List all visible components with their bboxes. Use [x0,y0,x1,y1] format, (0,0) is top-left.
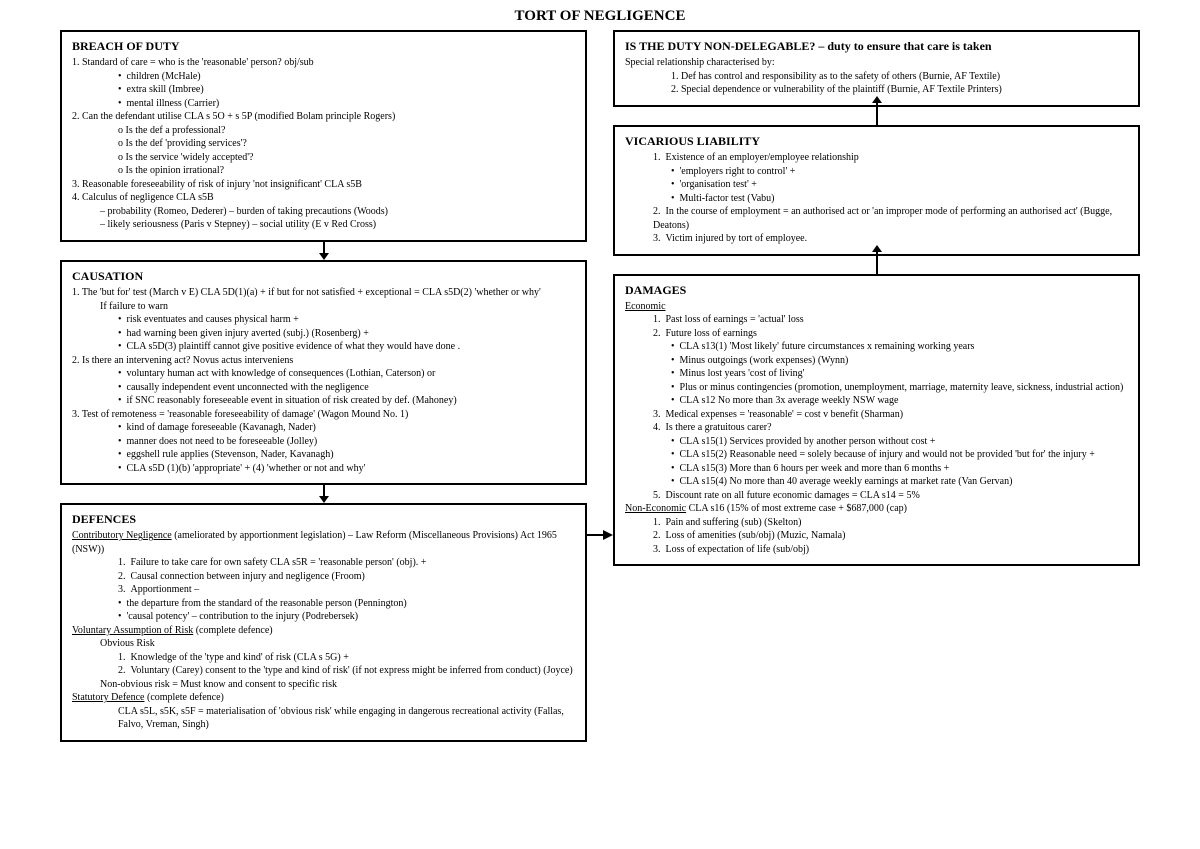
text-line: 1. Standard of care = who is the 'reason… [72,56,575,70]
text-line: • mental illness (Carrier) [72,97,575,111]
text-line: • CLA s15(2) Reasonable need = solely be… [625,448,1128,462]
text-line: • Plus or minus contingencies (promotion… [625,381,1128,395]
text-line: 1. Pain and suffering (sub) (Skelton) [625,516,1128,530]
arrow-down-icon [316,242,332,260]
box-title: VICARIOUS LIABILITY [625,133,1128,149]
text-line: • CLA s15(1) Services provided by anothe… [625,435,1128,449]
text-line: 3. Reasonable foreseeability of risk of … [72,178,575,192]
text-line: • CLA s5D (1)(b) 'appropriate' + (4) 'wh… [72,462,575,476]
text-line: o Is the service 'widely accepted'? [72,151,575,165]
text-line: • 'causal potency' – contribution to the… [72,610,575,624]
text-line: • the departure from the standard of the… [72,597,575,611]
text-line: Voluntary Assumption of Risk (complete d… [72,624,575,638]
text-line: 2. Can the defendant utilise CLA s 5O + … [72,110,575,124]
text-line: • had warning been given injury averted … [72,327,575,341]
text-line: Special relationship characterised by: [625,56,1128,70]
arrow-up-icon [869,256,885,274]
box-damages: DAMAGES Economic1. Past loss of earnings… [613,274,1140,567]
text-line: 2. Future loss of earnings [625,327,1128,341]
text-line: 3. Victim injured by tort of employee. [625,232,1128,246]
box-title: DEFENCES [72,511,575,527]
flowchart-columns: BREACH OF DUTY 1. Standard of care = who… [0,30,1200,752]
text-line: 3. Medical expenses = 'reasonable' = cos… [625,408,1128,422]
text-line: 4. Is there a gratuitous carer? [625,421,1128,435]
text-line: • 'organisation test' + [625,178,1128,192]
text-line: 4. Calculus of negligence CLA s5B [72,191,575,205]
arrow-down-icon [316,485,332,503]
text-line: • CLA s15(3) More than 6 hours per week … [625,462,1128,476]
box-title: DAMAGES [625,282,1128,298]
text-line: • kind of damage foreseeable (Kavanagh, … [72,421,575,435]
text-line: • CLA s13(1) 'Most likely' future circum… [625,340,1128,354]
text-line: • CLA s5D(3) plaintiff cannot give posit… [72,340,575,354]
text-line: • eggshell rule applies (Stevenson, Nade… [72,448,575,462]
box-causation: CAUSATION 1. The 'but for' test (March v… [60,260,587,485]
text-line: 3. Loss of expectation of life (sub/obj) [625,543,1128,557]
text-line: 3. Test of remoteness = 'reasonable fore… [72,408,575,422]
text-line: • Minus lost years 'cost of living' [625,367,1128,381]
box-body: 1. Standard of care = who is the 'reason… [72,56,575,232]
text-line: • children (McHale) [72,70,575,84]
text-line: 2. Voluntary (Carey) consent to the 'typ… [72,664,575,678]
box-title: BREACH OF DUTY [72,38,575,54]
text-line: 1. Def has control and responsibility as… [625,70,1128,84]
text-line: 1. Knowledge of the 'type and kind' of r… [72,651,575,665]
text-line: • 'employers right to control' + [625,165,1128,179]
text-line: 5. Discount rate on all future economic … [625,489,1128,503]
page-title: TORT OF NEGLIGENCE [0,0,1200,30]
text-line: Contributory Negligence (ameliorated by … [72,529,575,556]
text-line: Non-obvious risk = Must know and consent… [72,678,575,692]
text-line: o Is the def 'providing services'? [72,137,575,151]
text-line: • risk eventuates and causes physical ha… [72,313,575,327]
text-line: Economic [625,300,1128,314]
text-line: • if SNC reasonably foreseeable event in… [72,394,575,408]
text-line: o Is the opinion irrational? [72,164,575,178]
box-title: IS THE DUTY NON-DELEGABLE? – duty to ens… [625,38,1128,54]
text-line: 2. Loss of amenities (sub/obj) (Muzic, N… [625,529,1128,543]
text-line: Obvious Risk [72,637,575,651]
text-line: – probability (Romeo, Dederer) – burden … [72,205,575,219]
text-line: 2. Is there an intervening act? Novus ac… [72,354,575,368]
text-line: CLA s5L, s5K, s5F = materialisation of '… [72,705,575,732]
text-line: 1. Past loss of earnings = 'actual' loss [625,313,1128,327]
box-vicarious-liability: VICARIOUS LIABILITY 1. Existence of an e… [613,125,1140,256]
text-line: • manner does not need to be foreseeable… [72,435,575,449]
box-body: 1. The 'but for' test (March v E) CLA 5D… [72,286,575,475]
box-title: CAUSATION [72,268,575,284]
box-body: Economic1. Past loss of earnings = 'actu… [625,300,1128,557]
right-column: IS THE DUTY NON-DELEGABLE? – duty to ens… [613,30,1140,742]
text-line: • extra skill (Imbree) [72,83,575,97]
box-defences: DEFENCES Contributory Negligence (amelio… [60,503,587,742]
text-line: 2. In the course of employment = an auth… [625,205,1128,232]
box-breach-of-duty: BREACH OF DUTY 1. Standard of care = who… [60,30,587,242]
text-line: If failure to warn [72,300,575,314]
text-line: o Is the def a professional? [72,124,575,138]
text-line: • causally independent event unconnected… [72,381,575,395]
text-line: 1. Existence of an employer/employee rel… [625,151,1128,165]
box-body: 1. Existence of an employer/employee rel… [625,151,1128,246]
text-line: Non-Economic CLA s16 (15% of most extrem… [625,502,1128,516]
text-line: • Minus outgoings (work expenses) (Wynn) [625,354,1128,368]
text-line: 2. Causal connection between injury and … [72,570,575,584]
text-line: Statutory Defence (complete defence) [72,691,575,705]
box-body: Contributory Negligence (ameliorated by … [72,529,575,732]
text-line: • Multi-factor test (Vabu) [625,192,1128,206]
text-line: 2. Special dependence or vulnerability o… [625,83,1128,97]
text-line: – likely seriousness (Paris v Stepney) –… [72,218,575,232]
text-line: • CLA s12 No more than 3x average weekly… [625,394,1128,408]
text-line: 1. The 'but for' test (March v E) CLA 5D… [72,286,575,300]
text-line: • CLA s15(4) No more than 40 average wee… [625,475,1128,489]
box-body: Special relationship characterised by:1.… [625,56,1128,97]
text-line: • voluntary human act with knowledge of … [72,367,575,381]
arrow-up-icon [869,107,885,125]
left-column: BREACH OF DUTY 1. Standard of care = who… [60,30,587,742]
text-line: 1. Failure to take care for own safety C… [72,556,575,570]
text-line: 3. Apportionment – [72,583,575,597]
